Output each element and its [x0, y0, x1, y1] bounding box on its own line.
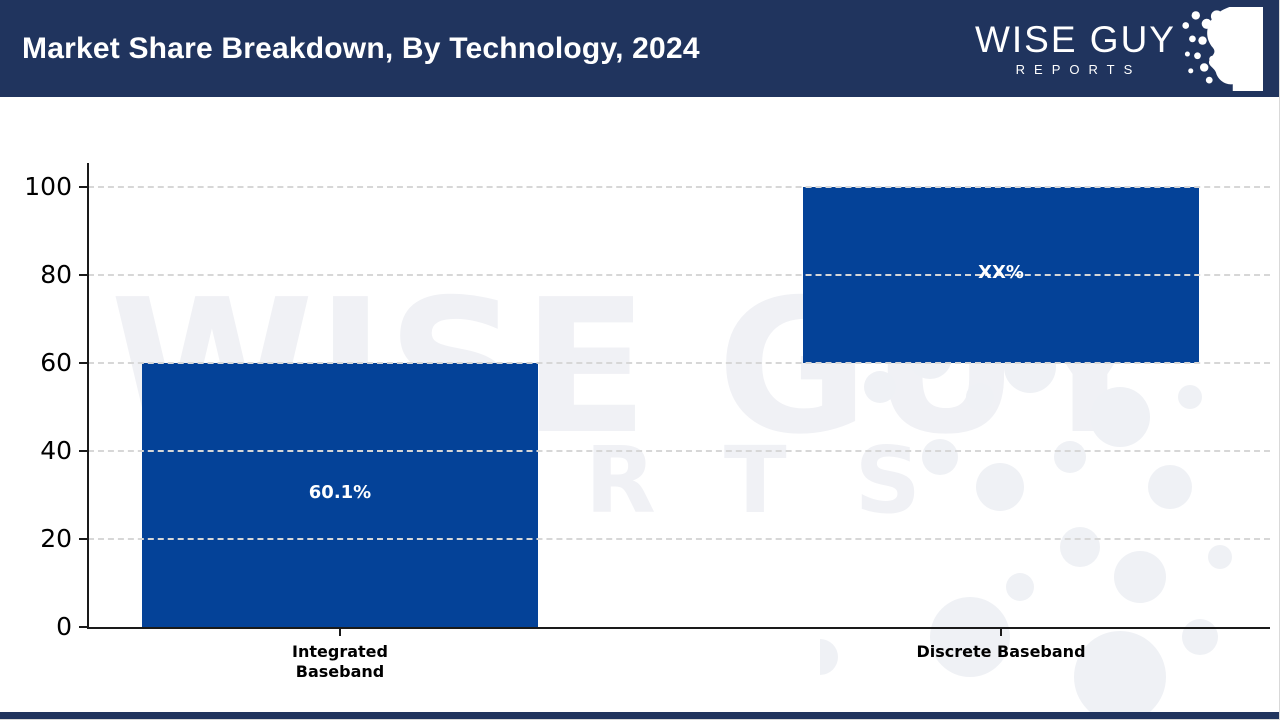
logo-reports-text: REPORTS: [1015, 61, 1142, 77]
x-axis-category-label: Discrete Baseband: [841, 642, 1161, 662]
y-axis-tick-label: 80: [40, 260, 72, 289]
x-axis-tick: [339, 629, 341, 636]
y-axis-tick-label: 0: [56, 612, 72, 641]
logo-face-icon: [1182, 6, 1263, 91]
x-axis-category-label: Integrated Baseband: [180, 642, 500, 682]
logo-wiseguy-text: WISE GUY: [974, 18, 1176, 60]
x-axis-tick: [1000, 629, 1002, 636]
page-title: Market Share Breakdown, By Technology, 2…: [22, 31, 700, 65]
y-axis-tick: [79, 450, 87, 452]
bar-value-label: XX%: [978, 261, 1024, 283]
gridline: [88, 362, 1270, 364]
watermark-face-dots: [820, 335, 1232, 713]
y-axis-tick: [79, 186, 87, 188]
bar-value-label: 60.1%: [308, 481, 372, 503]
header-bar: Market Share Breakdown, By Technology, 2…: [0, 0, 1279, 97]
bar-1: [142, 362, 538, 627]
watermark-text-bottom: R T S: [585, 427, 939, 534]
gridline: [88, 538, 1270, 540]
x-axis-category-label-line: Discrete Baseband: [916, 642, 1086, 661]
gridline: [88, 186, 1270, 188]
wiseguy-logo: WISE GUY REPORTS: [974, 6, 1264, 91]
y-axis-tick: [79, 362, 87, 364]
y-axis-tick-label: 40: [40, 436, 72, 465]
x-axis-category-label-line: Integrated: [292, 642, 388, 661]
y-axis-line: [87, 163, 89, 629]
gridline: [88, 450, 1270, 452]
footer-bar: [0, 712, 1279, 719]
y-axis-tick-label: 100: [24, 172, 72, 201]
x-axis-category-label-line: Baseband: [295, 662, 385, 681]
y-axis-tick: [79, 626, 87, 628]
gridline: [88, 274, 1270, 276]
y-axis-tick-label: 20: [40, 524, 72, 553]
plot-area: WISE GUY R T S 0 20 40 60 80 100 60.1% Integrat…: [0, 97, 1279, 713]
x-axis-line: [87, 627, 1270, 629]
y-axis-tick-label: 60: [40, 348, 72, 377]
y-axis-tick: [79, 538, 87, 540]
y-axis-tick: [79, 274, 87, 276]
logo-text: WISE GUY REPORTS: [974, 18, 1176, 77]
